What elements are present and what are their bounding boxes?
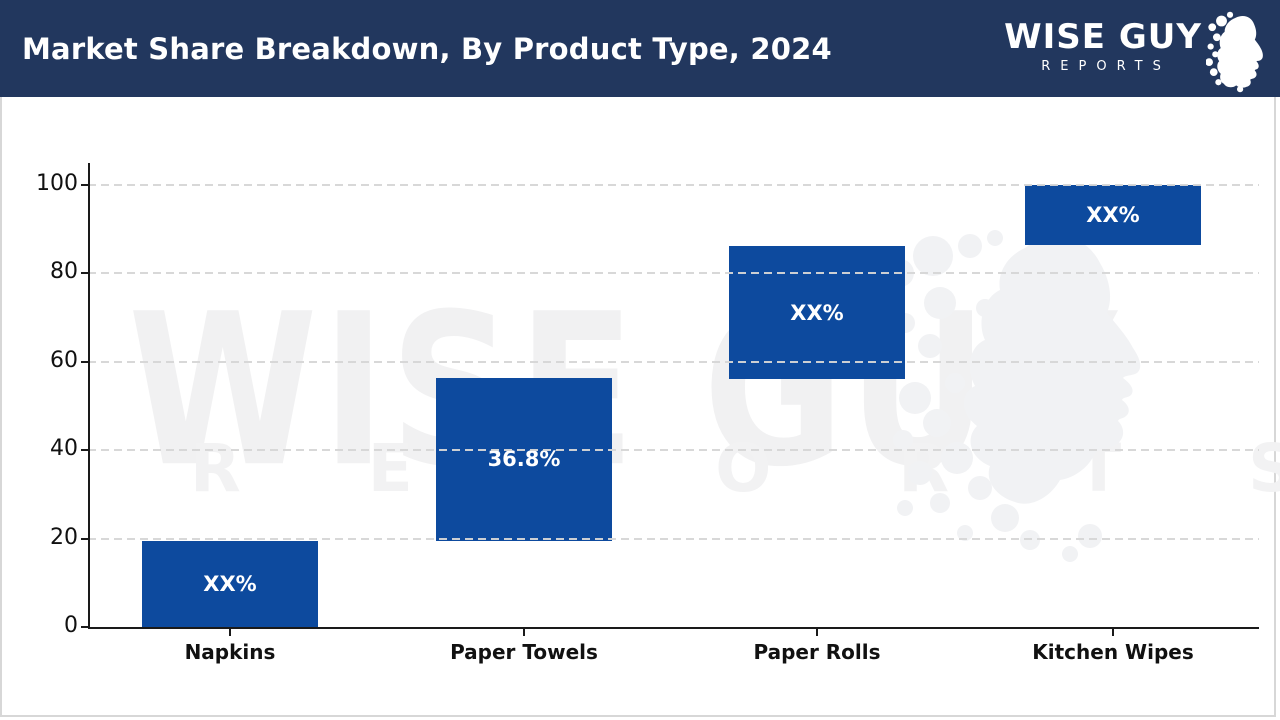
y-tick-label-100: 100 (36, 171, 78, 196)
logo-text: WISE GUY REPORTS (1004, 17, 1202, 74)
y-tick-label-20: 20 (50, 524, 78, 550)
bar-paper-towels: 36.8% (436, 378, 612, 541)
bar-kitchen-wipes: XX% (1025, 185, 1201, 245)
gridline-100 (88, 184, 1259, 186)
bar-value-label: 36.8% (487, 447, 561, 472)
page-title: Market Share Breakdown, By Product Type,… (22, 31, 832, 66)
x-tick-1 (523, 627, 525, 636)
gridline-40 (88, 449, 1259, 452)
gridline-20 (88, 537, 1259, 540)
gridline-60 (88, 360, 1259, 363)
x-label-napkins: Napkins (184, 640, 276, 664)
y-tick-60 (81, 360, 89, 363)
header-bar: Market Share Breakdown, By Product Type,… (0, 0, 1280, 97)
y-tick-label-40: 40 (50, 436, 78, 462)
x-label-paper-rolls: Paper Rolls (753, 640, 881, 664)
bar-napkins: XX% (142, 540, 318, 627)
bar-paper-rolls: XX% (729, 245, 905, 380)
watermark-head-icon (886, 218, 1141, 562)
bar-value-label: XX% (790, 300, 844, 325)
x-label-paper-towels: Paper Towels (450, 640, 598, 664)
y-tick-label-0: 0 (64, 613, 78, 638)
y-tick-label-60: 60 (50, 347, 78, 373)
y-tick-80 (81, 272, 89, 275)
y-tick-label-80: 80 (50, 259, 78, 285)
gridline-80 (88, 272, 1259, 275)
dotted-head-icon (1206, 11, 1263, 93)
x-tick-0 (229, 627, 231, 636)
logo-subtitle: REPORTS (1041, 58, 1171, 74)
x-label-kitchen-wipes: Kitchen Wipes (1032, 640, 1194, 664)
x-axis-spine (88, 627, 1259, 629)
y-tick-40 (81, 449, 89, 452)
wise-guy-logo: WISE GUY REPORTS (1004, 6, 1270, 94)
y-axis-spine (88, 163, 90, 629)
y-tick-100 (81, 184, 89, 186)
logo-wordmark: WISE GUY (1004, 17, 1202, 57)
bar-value-label: XX% (203, 571, 257, 596)
bar-value-label: XX% (1086, 202, 1140, 227)
y-tick-0 (81, 626, 89, 628)
y-tick-20 (81, 537, 89, 540)
x-tick-2 (816, 627, 818, 636)
x-tick-3 (1112, 627, 1114, 636)
